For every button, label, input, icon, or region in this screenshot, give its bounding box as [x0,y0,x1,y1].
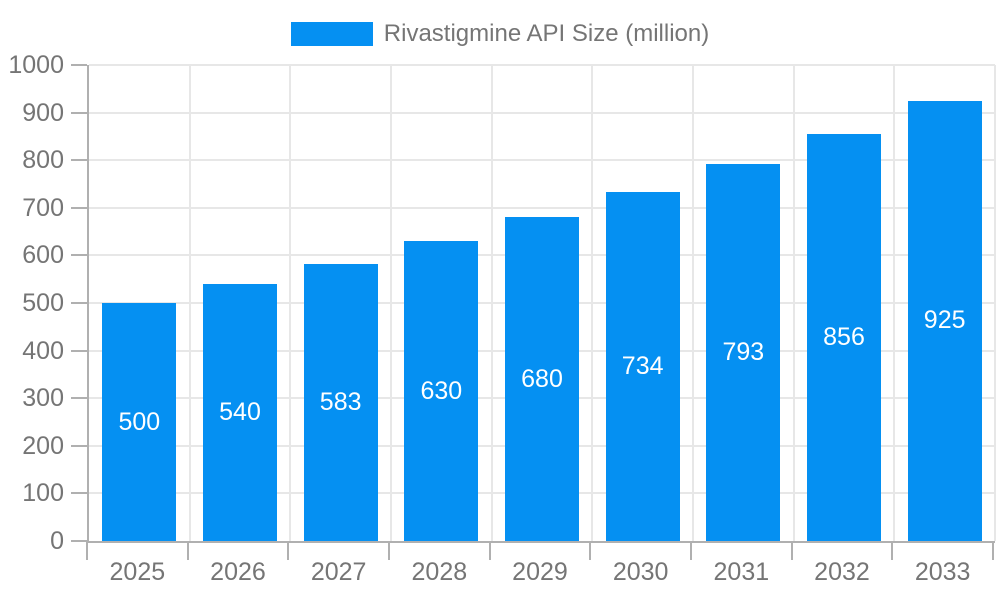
legend: Rivastigmine API Size (million) [0,20,1000,48]
x-axis-tick [891,541,894,560]
y-axis-tick [71,397,87,400]
x-axis-tick [186,541,189,560]
x-axis-tick [287,541,290,560]
bar-value-label: 793 [722,337,765,366]
x-gridline [490,65,493,541]
plot-area: 500 540 583 630 680 734 793 856 925 [87,64,996,543]
bar-value-label: 583 [319,387,362,416]
x-gridline [792,65,795,541]
x-gridline [994,65,996,541]
y-axis-tick [71,111,87,114]
x-tick-label: 2025 [109,558,166,586]
y-tick-label: 400 [22,336,64,365]
y-axis-tick [71,349,87,352]
bar-value-label: 680 [521,364,563,393]
x-axis-tick [388,541,390,560]
y-tick-label: 500 [22,289,64,317]
x-gridline [692,65,694,541]
bar[interactable]: 793 [706,163,781,541]
bar[interactable]: 925 [907,100,982,541]
bar-value-label: 925 [923,306,966,335]
x-gridline [893,65,896,541]
y-gridline [89,64,995,66]
bar[interactable]: 680 [505,217,579,541]
y-axis-tick [71,159,87,162]
x-tick-label: 2028 [411,558,468,586]
bar[interactable]: 540 [203,283,277,541]
y-tick-label: 800 [22,146,64,175]
bar[interactable]: 583 [303,263,378,541]
x-axis-tick [488,541,491,560]
bar-value-label: 856 [823,322,865,351]
legend-label: Rivastigmine API Size (million) [383,20,710,47]
x-gridline [591,65,594,541]
x-tick-label: 2030 [612,558,669,586]
x-gridline [390,65,392,541]
x-axis-tick [992,541,994,560]
y-axis-tick [71,302,87,304]
x-tick-label: 2027 [310,558,367,586]
y-axis-tick [71,540,87,542]
bar[interactable]: 500 [102,303,177,541]
y-gridline [89,159,995,162]
x-tick-label: 2029 [512,558,568,586]
x-tick-label: 2033 [914,558,971,586]
bar[interactable]: 630 [404,241,479,541]
legend-swatch [290,22,373,46]
y-tick-label: 200 [22,431,64,460]
y-axis-tick [71,254,87,257]
x-axis-tick [790,541,793,560]
y-axis-tick [71,206,87,209]
y-axis-tick [71,492,87,495]
legend-item[interactable]: Rivastigmine API Size (million) [290,20,710,48]
y-tick-label: 0 [50,527,64,555]
y-gridline [89,111,995,114]
y-tick-label: 100 [22,479,64,508]
y-tick-label: 600 [22,241,64,270]
x-gridline [188,65,191,541]
bar[interactable]: 856 [807,133,881,541]
y-gridline [89,206,995,209]
x-axis-tick [589,541,592,560]
x-axis-tick [690,541,692,560]
bar-value-label: 500 [118,407,161,436]
bar-value-label: 630 [420,376,463,405]
y-axis-tick [71,444,87,447]
x-gridline [289,65,292,541]
y-tick-label: 900 [22,98,64,127]
y-tick-label: 300 [22,384,64,413]
y-axis-tick [71,64,87,66]
bar-value-label: 734 [621,351,664,380]
x-tick-label: 2032 [814,558,870,586]
y-tick-label: 700 [22,193,64,222]
x-tick-label: 2031 [713,558,770,586]
x-tick-label: 2026 [210,558,266,586]
x-axis-tick [86,541,88,560]
y-tick-label: 1000 [8,51,64,79]
bar[interactable]: 734 [605,191,680,541]
bar-value-label: 540 [219,397,261,426]
